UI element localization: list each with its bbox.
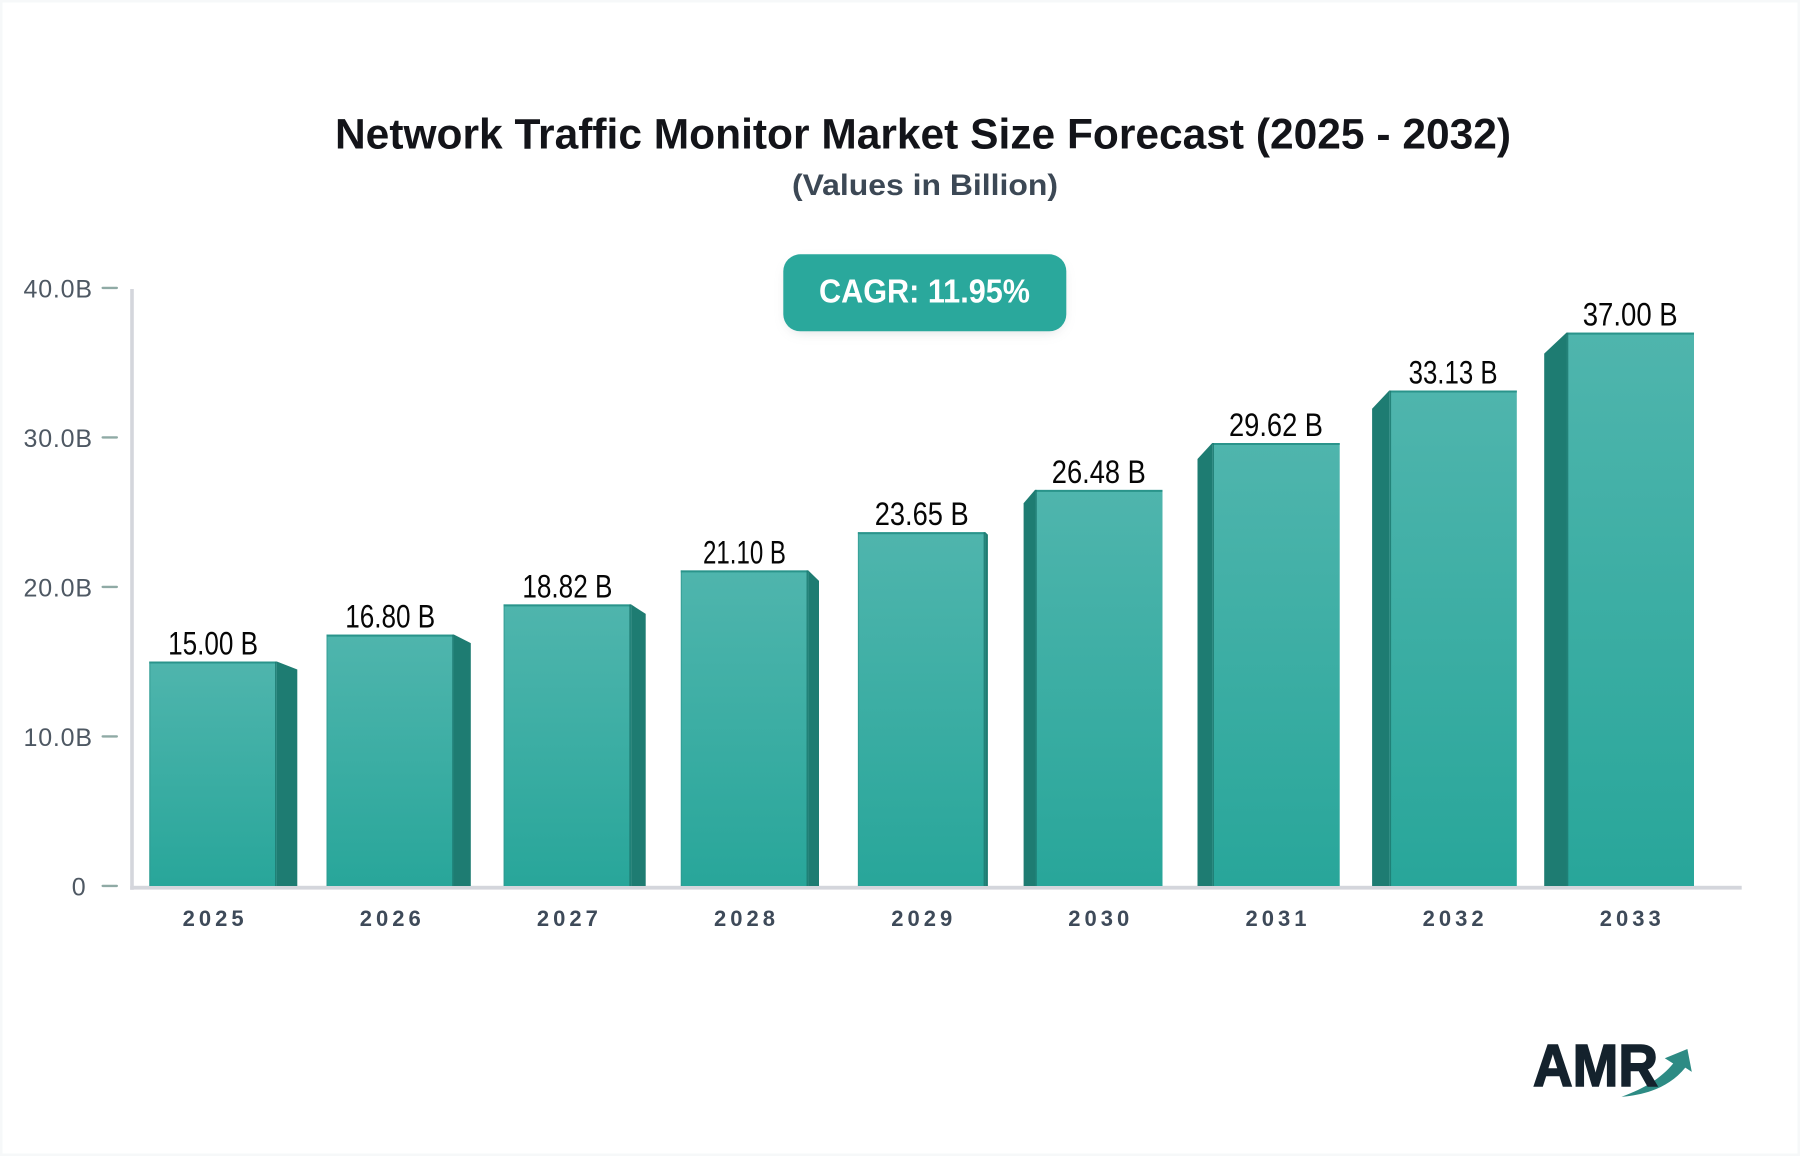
svg-text:Network Traffic Monitor Market: Network Traffic Monitor Market Size Fore… [335, 111, 1511, 159]
svg-text:10.0B: 10.0B [24, 724, 93, 752]
svg-text:21.10 B: 21.10 B [703, 534, 786, 570]
svg-text:16.80 B: 16.80 B [345, 599, 435, 635]
svg-text:33.13 B: 33.13 B [1409, 355, 1498, 391]
svg-text:37.00 B: 37.00 B [1583, 297, 1678, 333]
svg-text:20.0B: 20.0B [24, 575, 93, 603]
svg-text:15.00 B: 15.00 B [168, 626, 258, 662]
svg-text:AMR: AMR [1533, 1033, 1658, 1099]
svg-text:18.82 B: 18.82 B [522, 568, 612, 604]
svg-text:30.0B: 30.0B [24, 425, 93, 453]
svg-text:23.65 B: 23.65 B [875, 496, 969, 532]
svg-text:CAGR: 11.95%: CAGR: 11.95% [819, 273, 1030, 310]
svg-text:0: 0 [72, 874, 86, 902]
svg-text:29.62 B: 29.62 B [1229, 407, 1323, 443]
svg-text:(Values in Billion): (Values in Billion) [792, 169, 1058, 202]
svg-text:40.0B: 40.0B [24, 276, 93, 304]
svg-text:26.48 B: 26.48 B [1052, 454, 1146, 490]
